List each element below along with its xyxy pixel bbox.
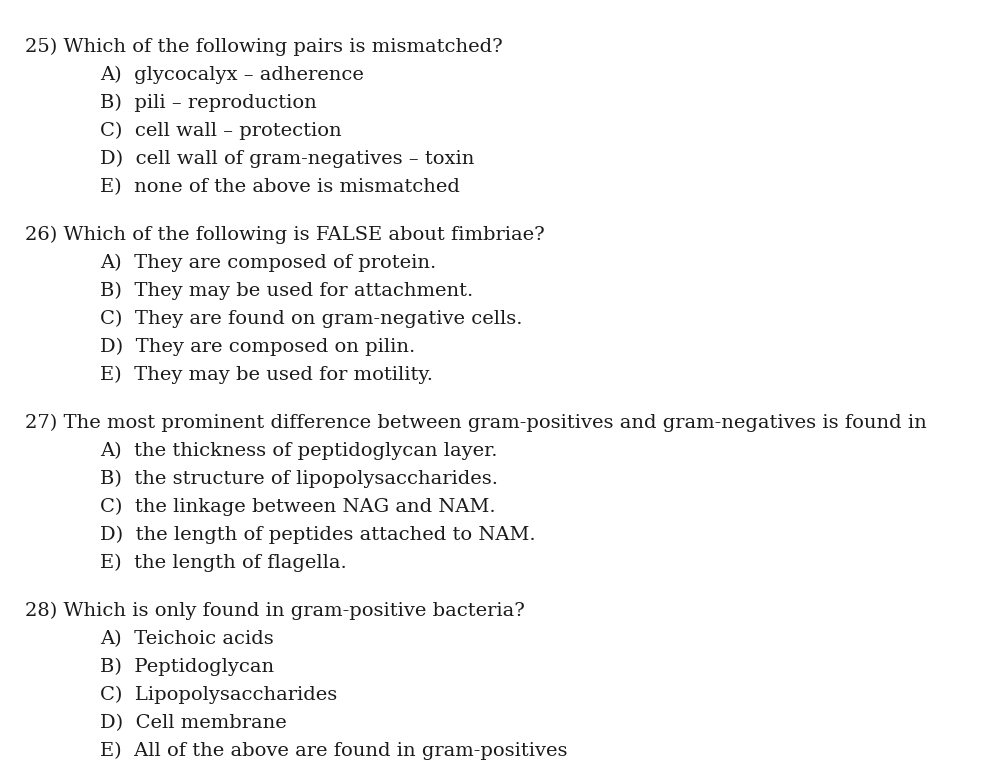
Text: 26) Which of the following is FALSE about fimbriae?: 26) Which of the following is FALSE abou… (25, 226, 545, 244)
Text: B)  pili – reproduction: B) pili – reproduction (100, 94, 317, 112)
Text: D)  They are composed on pilin.: D) They are composed on pilin. (100, 338, 415, 356)
Text: B)  They may be used for attachment.: B) They may be used for attachment. (100, 282, 473, 300)
Text: 28) Which is only found in gram-positive bacteria?: 28) Which is only found in gram-positive… (25, 602, 524, 620)
Text: 27) The most prominent difference between gram-positives and gram-negatives is f: 27) The most prominent difference betwee… (25, 414, 927, 432)
Text: C)  the linkage between NAG and NAM.: C) the linkage between NAG and NAM. (100, 498, 496, 516)
Text: A)  the thickness of peptidoglycan layer.: A) the thickness of peptidoglycan layer. (100, 442, 498, 460)
Text: D)  cell wall of gram-negatives – toxin: D) cell wall of gram-negatives – toxin (100, 150, 474, 168)
Text: E)  All of the above are found in gram-positives: E) All of the above are found in gram-po… (100, 742, 568, 760)
Text: C)  Lipopolysaccharides: C) Lipopolysaccharides (100, 686, 338, 704)
Text: C)  cell wall – protection: C) cell wall – protection (100, 122, 341, 141)
Text: B)  Peptidoglycan: B) Peptidoglycan (100, 658, 275, 676)
Text: A)  Teichoic acids: A) Teichoic acids (100, 630, 274, 648)
Text: C)  They are found on gram-negative cells.: C) They are found on gram-negative cells… (100, 310, 523, 328)
Text: B)  the structure of lipopolysaccharides.: B) the structure of lipopolysaccharides. (100, 470, 498, 488)
Text: D)  the length of peptides attached to NAM.: D) the length of peptides attached to NA… (100, 526, 535, 544)
Text: E)  They may be used for motility.: E) They may be used for motility. (100, 366, 433, 384)
Text: D)  Cell membrane: D) Cell membrane (100, 714, 286, 732)
Text: A)  glycocalyx – adherence: A) glycocalyx – adherence (100, 66, 364, 84)
Text: A)  They are composed of protein.: A) They are composed of protein. (100, 254, 436, 273)
Text: E)  the length of flagella.: E) the length of flagella. (100, 554, 346, 572)
Text: 25) Which of the following pairs is mismatched?: 25) Which of the following pairs is mism… (25, 38, 503, 56)
Text: E)  none of the above is mismatched: E) none of the above is mismatched (100, 178, 460, 196)
